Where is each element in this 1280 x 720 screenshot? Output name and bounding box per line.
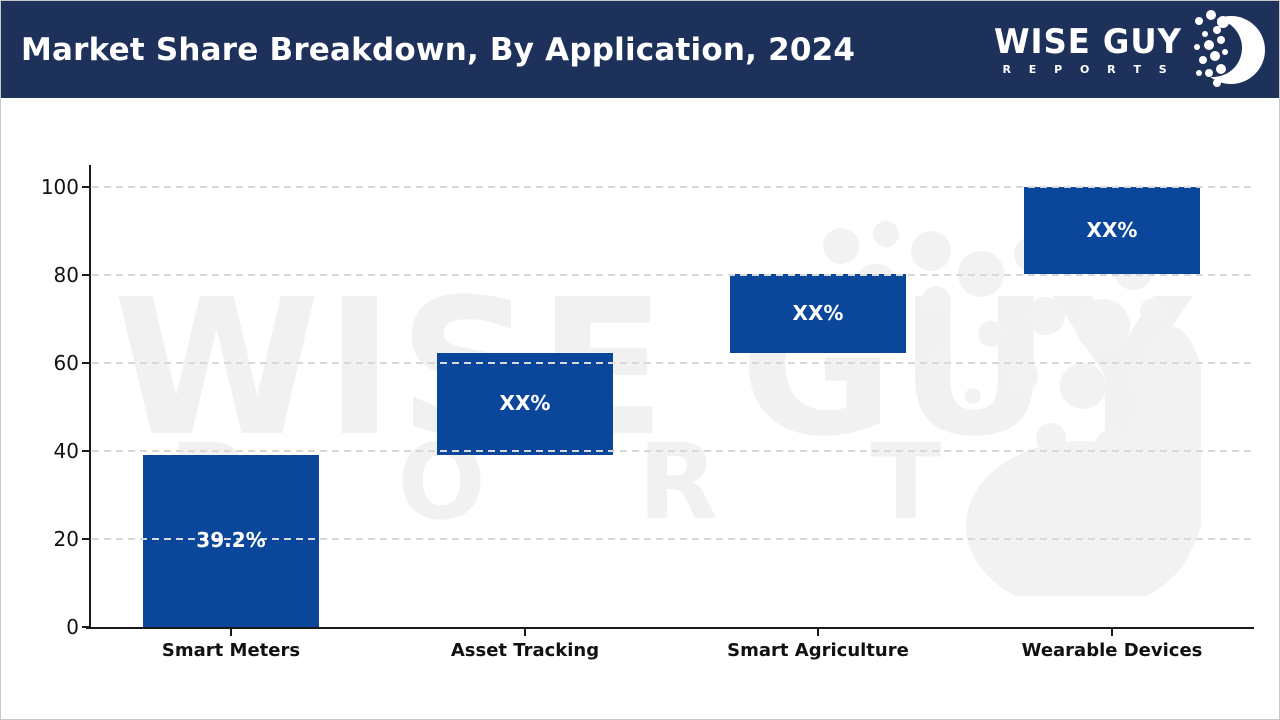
y-axis-line <box>89 165 91 629</box>
x-tick-mark <box>1111 629 1113 636</box>
logo-subtext: R E P O R T S <box>1002 62 1174 76</box>
bar-smart-meters <box>143 454 319 627</box>
y-tick-label: 20 <box>53 527 79 551</box>
y-tick-mark <box>82 186 90 188</box>
y-tick-mark <box>82 362 90 364</box>
page-title: Market Share Breakdown, By Application, … <box>21 31 856 68</box>
gridline-y-20 <box>92 538 1254 540</box>
header-banner: Market Share Breakdown, By Application, … <box>1 1 1279 98</box>
gridline-y-80 <box>92 274 1254 276</box>
gridline-y-40 <box>92 450 1254 452</box>
logo-face-icon <box>1191 9 1265 87</box>
y-tick-label: 40 <box>53 439 79 463</box>
y-tick-mark <box>82 274 90 276</box>
y-tick-mark <box>82 626 90 628</box>
brand-wordmark: WISE GUY R E P O R T S <box>989 25 1187 75</box>
bar-value-label: 39.2% <box>196 527 266 552</box>
gridline-y-100 <box>92 186 1254 188</box>
x-tick-mark <box>817 629 819 636</box>
x-tick-mark <box>230 629 232 636</box>
gridline-y-60 <box>92 362 1254 364</box>
y-tick-label: 60 <box>53 351 79 375</box>
bar-asset-tracking <box>437 352 613 455</box>
logo-wordmark-text: WISE GUY <box>994 21 1183 62</box>
y-tick-mark <box>82 450 90 452</box>
y-tick-label: 0 <box>66 615 79 639</box>
y-tick-label: 80 <box>53 263 79 287</box>
y-tick-label: 100 <box>40 175 79 199</box>
brand-logo: WISE GUY R E P O R T S <box>989 7 1265 93</box>
x-axis-line <box>86 627 1254 629</box>
bar-value-label: XX% <box>1086 217 1138 242</box>
x-category-label: Smart Meters <box>161 640 301 661</box>
bar-value-label: XX% <box>499 390 551 415</box>
x-category-label: Wearable Devices <box>1021 640 1203 661</box>
y-tick-mark <box>82 538 90 540</box>
x-category-label: Asset Tracking <box>450 640 600 661</box>
x-category-label: Smart Agriculture <box>727 640 909 661</box>
bar-smart-agriculture <box>730 274 906 353</box>
x-tick-mark <box>524 629 526 636</box>
bar-value-label: XX% <box>792 300 844 325</box>
bar-wearable-devices <box>1024 187 1200 275</box>
